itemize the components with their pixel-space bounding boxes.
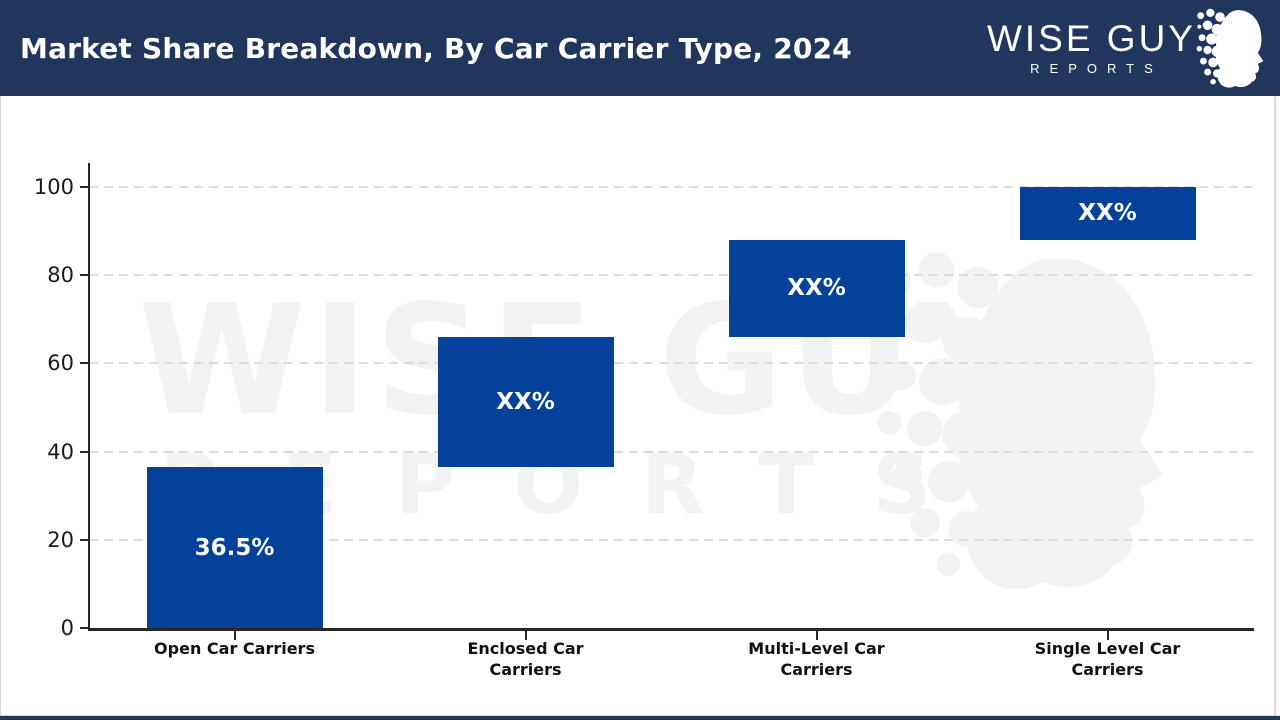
bar-value-label-1: XX% [496,388,555,415]
bar-value-label-3: XX% [1078,200,1137,227]
x-category-label-0: Open Car Carriers [154,639,315,658]
gridline-100 [89,186,1253,188]
y-tick-label-20: 20 [47,527,74,552]
brand-logo: WISE GUY REPORTS [987,4,1270,92]
gridline-20 [89,538,1253,541]
x-category-label-3: Single Level Car Carriers [1034,639,1181,679]
x-axis-line [88,628,1254,631]
y-tick-20 [80,538,88,541]
y-tick-label-80: 80 [47,263,74,288]
y-tick-label-100: 100 [33,175,74,199]
x-tick-0 [233,631,236,640]
y-tick-40 [80,450,88,453]
footer-bar [0,716,1280,720]
logo-reports-text: REPORTS [1030,60,1163,76]
y-tick-100 [80,186,88,188]
figure-border-left [0,96,1,717]
gridline-60 [89,362,1253,365]
bar-value-label-0: 36.5% [194,534,275,561]
bar-2: XX% [728,239,905,337]
figure-border-bottom [0,715,1280,716]
y-tick-60 [80,362,88,365]
figure-border-right [1274,96,1276,717]
y-tick-label-40: 40 [47,439,74,464]
gridline-80 [89,274,1253,277]
y-tick-80 [80,274,88,277]
header-bar: Market Share Breakdown, By Car Carrier T… [0,0,1280,96]
gridline-40 [89,450,1253,453]
y-tick-0 [80,627,88,629]
x-tick-1 [524,631,527,640]
bar-0: 36.5% [146,467,323,628]
page-title: Market Share Breakdown, By Car Carrier T… [20,31,852,65]
x-category-label-1: Enclosed Car Carriers [467,639,584,679]
bar-value-label-2: XX% [787,275,846,302]
bar-1: XX% [437,336,614,468]
y-tick-label-0: 0 [60,616,74,640]
y-axis-line [88,163,90,628]
bar-3: XX% [1019,187,1196,240]
logo-head-icon [1196,8,1264,88]
x-tick-3 [1106,631,1109,640]
y-tick-label-60: 60 [47,351,74,376]
x-category-label-2: Multi-Level Car Carriers [748,639,885,679]
logo-wiseguy-text: WISE GUY [986,18,1196,60]
x-tick-2 [815,631,818,640]
